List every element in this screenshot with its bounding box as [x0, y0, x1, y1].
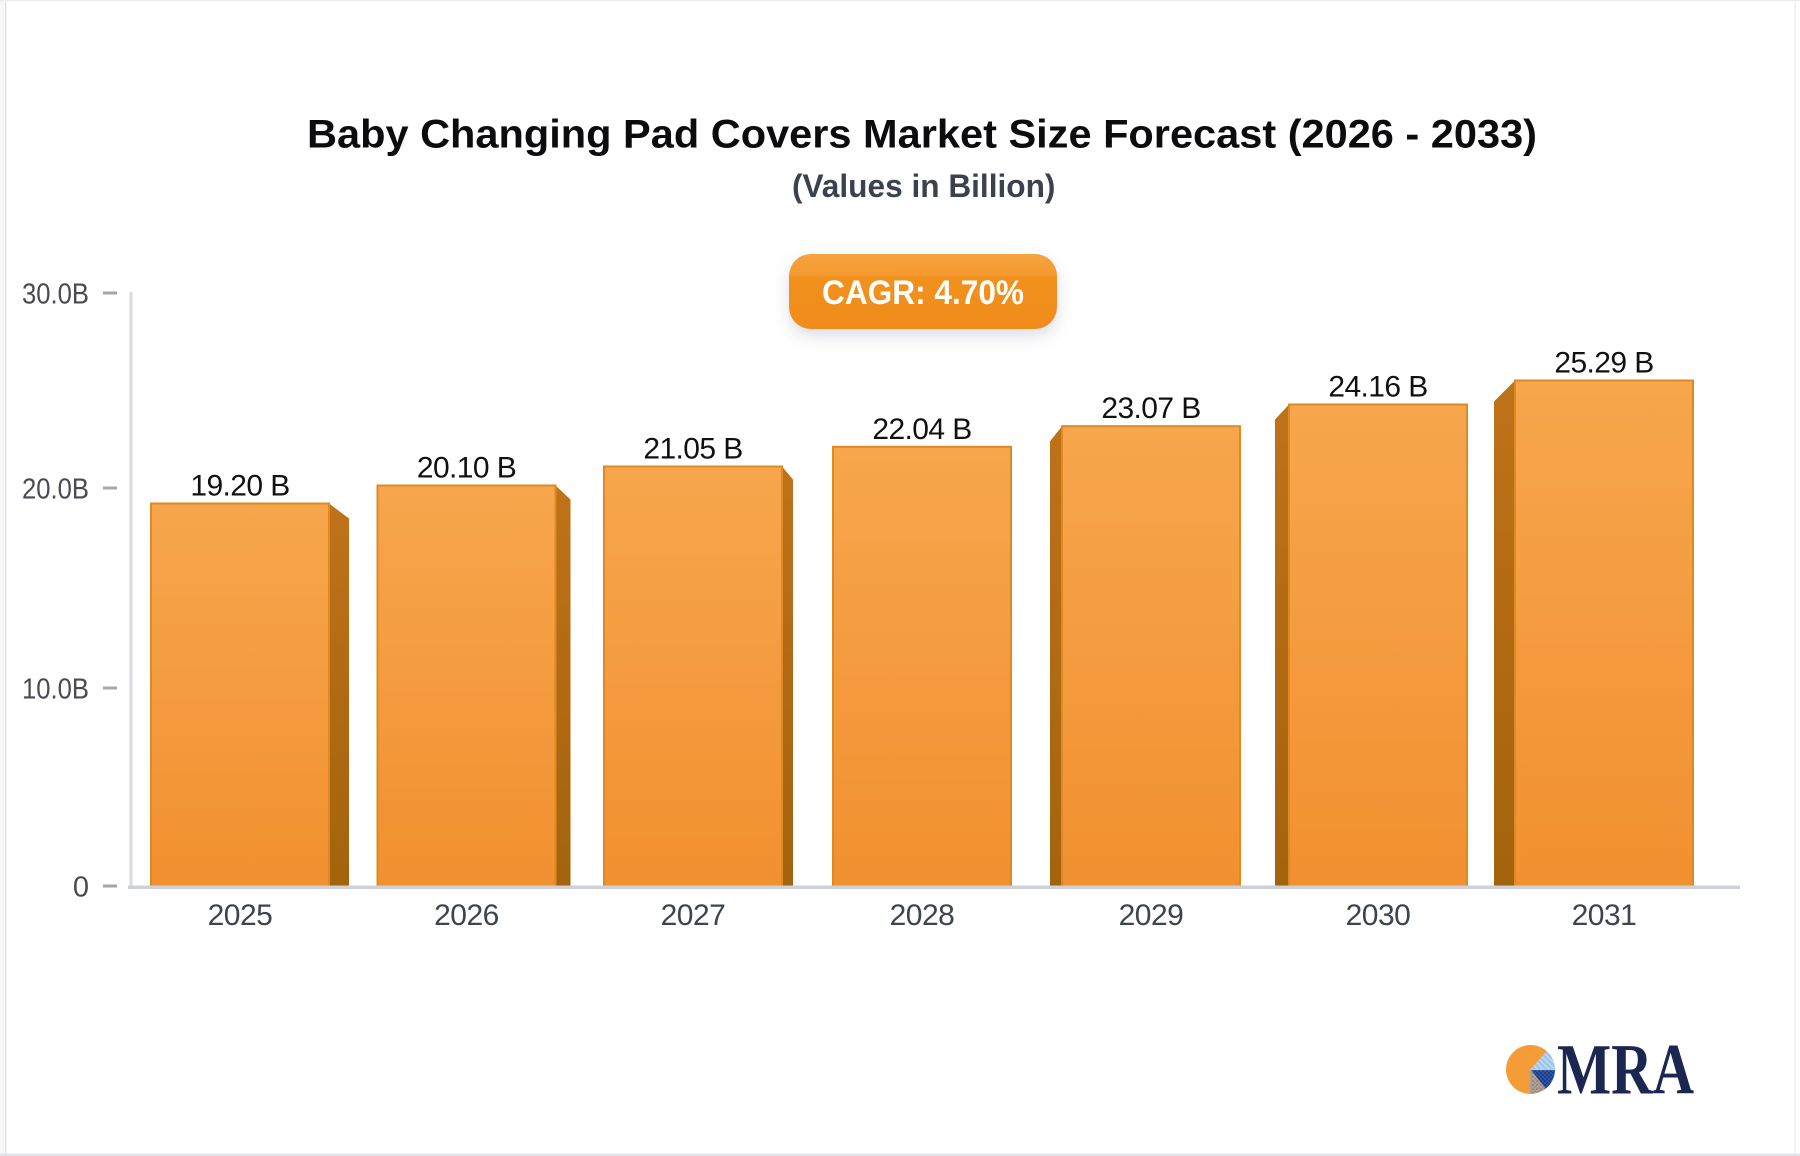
- svg-text:MRA: MRA: [1557, 1030, 1694, 1110]
- svg-text:2028: 2028: [890, 899, 955, 932]
- svg-text:CAGR: 4.70%: CAGR: 4.70%: [822, 274, 1024, 312]
- svg-text:21.05 B: 21.05 B: [643, 433, 742, 466]
- svg-text:2031: 2031: [1572, 899, 1637, 932]
- svg-text:2025: 2025: [208, 899, 273, 932]
- svg-text:2029: 2029: [1119, 899, 1184, 932]
- svg-text:10.0B: 10.0B: [22, 673, 89, 705]
- svg-text:30.0B: 30.0B: [22, 278, 89, 310]
- svg-text:24.16 B: 24.16 B: [1328, 371, 1427, 404]
- svg-text:20.0B: 20.0B: [22, 473, 89, 505]
- svg-text:2030: 2030: [1346, 899, 1411, 932]
- svg-text:19.20 B: 19.20 B: [190, 470, 289, 503]
- svg-text:2026: 2026: [434, 899, 499, 932]
- svg-text:(Values in Billion): (Values in Billion): [792, 168, 1056, 204]
- svg-text:22.04 B: 22.04 B: [872, 413, 971, 446]
- svg-text:25.29 B: 25.29 B: [1554, 347, 1653, 380]
- svg-text:Baby Changing Pad Covers Marke: Baby Changing Pad Covers Market Size For…: [307, 113, 1537, 157]
- svg-text:0: 0: [73, 871, 89, 903]
- svg-text:23.07 B: 23.07 B: [1101, 392, 1200, 425]
- svg-text:20.10 B: 20.10 B: [417, 452, 516, 485]
- svg-text:2027: 2027: [661, 899, 726, 932]
